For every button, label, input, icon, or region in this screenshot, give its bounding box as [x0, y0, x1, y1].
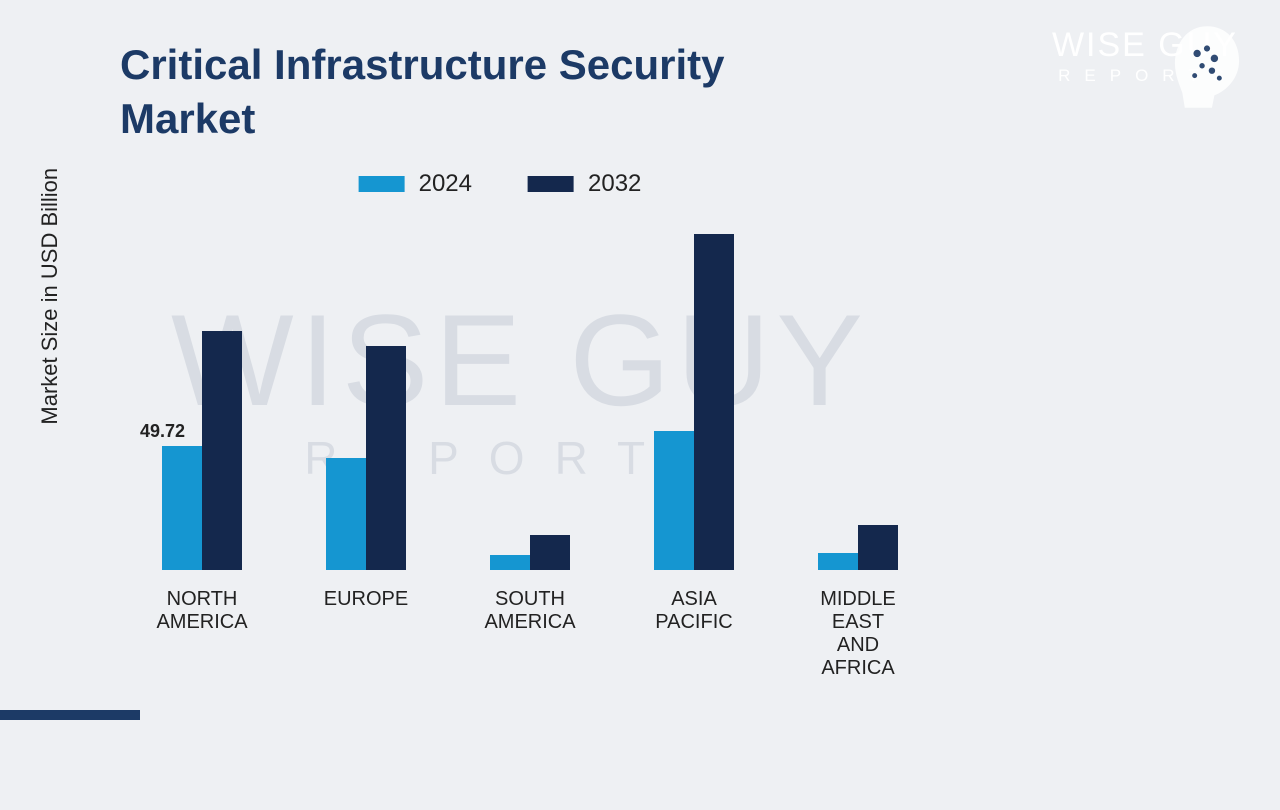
plot: 49.72: [120, 222, 940, 570]
legend-swatch-2032: [528, 176, 574, 192]
legend-item-2024: 2024: [359, 170, 472, 198]
legend-swatch-2024: [359, 176, 405, 192]
x-axis-labels: NORTH AMERICAEUROPESOUTH AMERICAASIA PAC…: [120, 580, 940, 700]
bar-group: [284, 222, 448, 570]
bar-group: 49.72: [120, 222, 284, 570]
bar: [694, 234, 734, 570]
x-axis-label: EUROPE: [284, 580, 448, 700]
bar-group: [612, 222, 776, 570]
chart-area: Market Size in USD Billion 2024 2032 49.…: [60, 170, 940, 700]
bar-value-label: 49.72: [140, 421, 185, 442]
chart-title: Critical Infrastructure Security Market: [120, 38, 840, 146]
x-axis-label: SOUTH AMERICA: [448, 580, 612, 700]
x-axis-label: MIDDLE EAST AND AFRICA: [776, 580, 940, 700]
logo-head-icon: [1170, 22, 1244, 112]
brand-logo: WISE GUY REPORTS: [1052, 28, 1238, 86]
bar: [366, 346, 406, 570]
y-axis-label: Market Size in USD Billion: [37, 168, 63, 425]
bar: [202, 331, 242, 570]
bar: [818, 553, 858, 570]
legend-label-2024: 2024: [419, 170, 472, 198]
bar: [654, 431, 694, 570]
bar-group: [776, 222, 940, 570]
footer-bar: [0, 710, 140, 720]
bar: [490, 555, 530, 570]
bar: [326, 458, 366, 570]
bar: [162, 446, 202, 570]
legend-label-2032: 2032: [588, 170, 641, 198]
bar: [858, 525, 898, 570]
bar-group: [448, 222, 612, 570]
legend: 2024 2032: [359, 170, 642, 198]
x-axis-label: ASIA PACIFIC: [612, 580, 776, 700]
x-axis-label: NORTH AMERICA: [120, 580, 284, 700]
legend-item-2032: 2032: [528, 170, 641, 198]
bar: [530, 535, 570, 570]
